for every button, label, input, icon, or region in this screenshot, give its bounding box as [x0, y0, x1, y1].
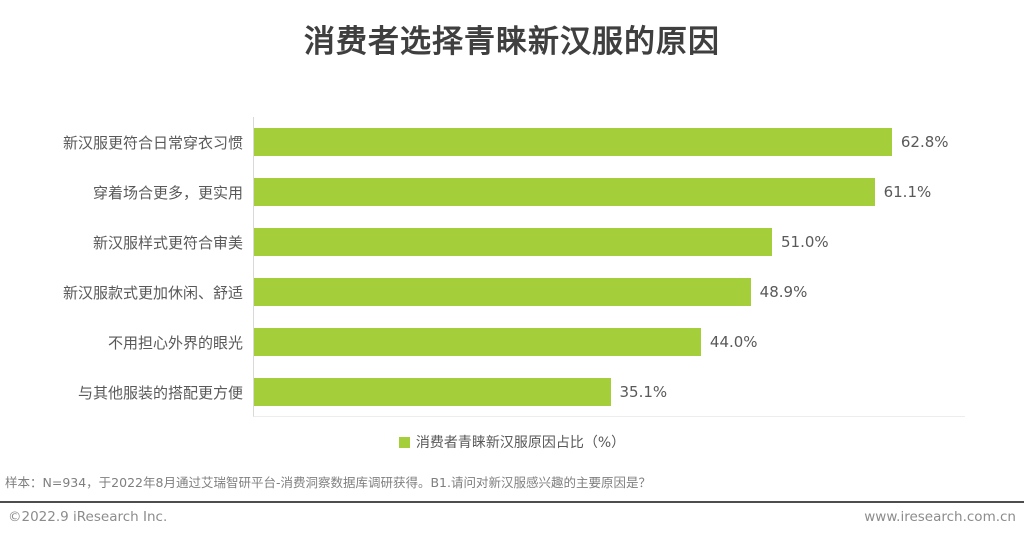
chart-row: 不用担心外界的眼光 44.0% [0, 317, 1024, 367]
value-label: 51.0% [781, 233, 829, 251]
category-label: 新汉服款式更加休闲、舒适 [62, 283, 243, 302]
value-label: 62.8% [900, 133, 949, 151]
bar-track: 48.9% [253, 267, 965, 317]
chart-row: 新汉服更符合日常穿衣习惯 62.8% [0, 117, 1024, 167]
bar [254, 328, 701, 356]
bar [254, 178, 875, 206]
legend: 消费者青睐新汉服原因占比（%） [0, 432, 1024, 452]
bar-track: 35.1% [253, 367, 965, 417]
chart-row: 与其他服装的搭配更方便 35.1% [0, 367, 1024, 417]
category-label: 新汉服样式更符合审美 [92, 233, 243, 252]
bar [254, 377, 611, 406]
bar-track: 62.8% [253, 117, 965, 167]
category-label: 与其他服装的搭配更方便 [77, 383, 243, 402]
category-label: 穿着场合更多，更实用 [92, 183, 243, 202]
value-label: 48.9% [759, 283, 808, 301]
page-title: 消费者选择青睐新汉服的原因 [304, 24, 720, 60]
bar-track: 44.0% [253, 317, 965, 367]
chart-row: 穿着场合更多，更实用 61.1% [0, 167, 1024, 217]
bar-track: 61.1% [253, 167, 965, 217]
chart-row: 新汉服款式更加休闲、舒适 48.9% [0, 267, 1024, 317]
bar [254, 128, 892, 156]
divider [0, 501, 1024, 503]
category-label: 新汉服更符合日常穿衣习惯 [62, 133, 243, 152]
legend-swatch-icon [398, 436, 410, 448]
value-label: 61.1% [883, 183, 932, 201]
bar [254, 278, 751, 306]
category-label: 不用担心外界的眼光 [107, 333, 243, 352]
website-text: www.iresearch.com.cn [864, 508, 1016, 525]
bar-chart: 新汉服更符合日常穿衣习惯 62.8% 穿着场合更多，更实用 61.1% 新汉服样式更符合… [0, 117, 1024, 417]
legend-label: 消费者青睐新汉服原因占比（%） [415, 435, 626, 451]
footer: ©2022.9 iResearch Inc. www.iresearch.com… [0, 503, 1024, 534]
bar-track: 51.0% [253, 217, 965, 267]
bar [254, 228, 772, 256]
chart-row: 新汉服样式更符合审美 51.0% [0, 217, 1024, 267]
footnote: 样本：N=934，于2022年8月通过艾瑞智研平台-消费洞察数据库调研获得。B1… [5, 475, 651, 490]
value-label: 44.0% [709, 333, 758, 351]
copyright-text: ©2022.9 iResearch Inc. [8, 508, 168, 525]
value-label: 35.1% [619, 382, 668, 401]
